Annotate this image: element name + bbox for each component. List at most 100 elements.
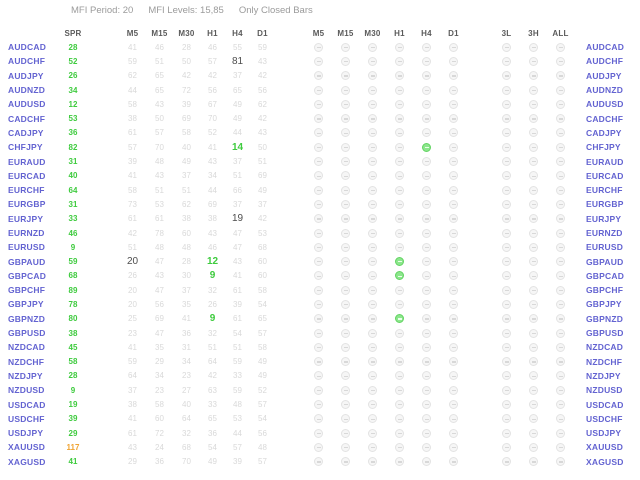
mfi-value: 61 [155, 214, 164, 224]
mfi-value: 44 [233, 428, 242, 438]
pair-label-left[interactable]: USDCAD [8, 399, 46, 410]
pair-label-right[interactable]: CADCHF [586, 113, 624, 124]
signal-circle-icon [556, 85, 565, 95]
pair-label-left[interactable]: NZDJPY [8, 370, 43, 381]
pair-label-left[interactable]: AUDCAD [8, 42, 47, 53]
pair-label-right[interactable]: NZDJPY [586, 370, 621, 381]
pair-label-right[interactable]: XAUUSD [586, 442, 624, 453]
pair-label-left[interactable]: EURUSD [8, 242, 46, 253]
pair-label-right[interactable]: EURCAD [586, 170, 624, 181]
pair-label-right[interactable]: USDCAD [586, 399, 624, 410]
spr-value: 40 [68, 171, 78, 181]
signal-circle-icon [556, 371, 565, 381]
pair-label-left[interactable]: NZDUSD [8, 385, 45, 396]
signal-cell [332, 299, 359, 309]
mfi-value: 59 [258, 42, 267, 52]
signal-circle-icon [395, 299, 404, 309]
pair-label-right[interactable]: AUDNZD [586, 85, 624, 96]
pair-label-left[interactable]: AUDJPY [8, 70, 44, 81]
pair-label-left[interactable]: CHFJPY [8, 142, 43, 153]
signal-circle-icon [368, 242, 377, 252]
pair-label-right[interactable]: USDJPY [586, 428, 622, 439]
pair-label-left[interactable]: AUDCHF [8, 56, 46, 67]
pair-label-right[interactable]: EURJPY [586, 213, 622, 224]
mfi-value: 41 [128, 342, 137, 352]
signal-circle-icon [502, 257, 511, 267]
mfi-value: 57 [208, 56, 217, 66]
signal-circle-icon [502, 400, 511, 410]
pair-label-left[interactable]: XAGUSD [8, 456, 46, 467]
pair-label-left[interactable]: NZDCHF [8, 356, 45, 367]
pair-label-left[interactable]: GBPNZD [8, 313, 46, 324]
signal-circle-icon [341, 414, 350, 424]
pair-label-left[interactable]: EURAUD [8, 156, 46, 167]
signal-cell [520, 199, 547, 209]
pair-label-left[interactable]: GBPAUD [8, 256, 46, 267]
pair-label-right[interactable]: GBPAUD [586, 256, 624, 267]
signal-cell [386, 71, 413, 81]
signal-circle-icon [368, 85, 377, 95]
signal-circle-icon [449, 228, 458, 238]
pair-label-right[interactable]: XAGUSD [586, 456, 624, 467]
pair-label-left[interactable]: CADCHF [8, 113, 46, 124]
signal-circle-icon [395, 428, 404, 438]
mfi-value: 52 [208, 128, 217, 138]
table-row: XAUUSD 117 43 24 68 54 57 48 XAUUSD [0, 440, 640, 454]
pair-label-left[interactable]: NZDCAD [8, 342, 46, 353]
pair-label-left[interactable]: EURCHF [8, 185, 45, 196]
pair-label-left[interactable]: EURJPY [8, 213, 44, 224]
pair-label-left[interactable]: XAUUSD [8, 442, 46, 453]
pair-label-left[interactable]: AUDNZD [8, 85, 46, 96]
mfi-value: 42 [258, 114, 267, 124]
signal-circle-icon [529, 185, 538, 195]
pair-label-left[interactable]: GBPUSD [8, 328, 46, 339]
signal-cell [520, 128, 547, 138]
mfi-value: 49 [233, 99, 242, 109]
signal-circle-icon [395, 228, 404, 238]
pair-label-right[interactable]: GBPNZD [586, 313, 624, 324]
pair-label-left[interactable]: GBPJPY [8, 299, 44, 310]
pair-label-left[interactable]: EURGBP [8, 199, 46, 210]
pair-label-right[interactable]: GBPCAD [586, 270, 625, 281]
pair-label-left[interactable]: EURNZD [8, 228, 45, 238]
pair-label-left[interactable]: GBPCAD [8, 270, 47, 281]
mfi-value: 49 [233, 114, 242, 124]
mfi-value: 61 [128, 428, 137, 438]
signal-cell [413, 400, 440, 410]
pair-label-right[interactable]: NZDCAD [586, 342, 624, 353]
pair-label-left[interactable]: AUDUSD [8, 99, 46, 110]
pair-label-right[interactable]: EURGBP [586, 199, 624, 210]
pair-label-right[interactable]: AUDJPY [586, 70, 622, 81]
pair-label-right[interactable]: EURAUD [586, 156, 624, 167]
mfi-value: 19 [231, 213, 244, 225]
pair-label-left[interactable]: USDJPY [8, 428, 44, 439]
pair-label-right[interactable]: CADJPY [586, 127, 622, 138]
pair-label-left[interactable]: CADJPY [8, 127, 44, 138]
pair-label-right[interactable]: AUDUSD [586, 99, 624, 110]
pair-label-right[interactable]: GBPUSD [586, 328, 624, 339]
signal-circle-icon [422, 157, 431, 167]
signal-circle-icon [502, 357, 511, 367]
pair-label-left[interactable]: USDCHF [8, 413, 45, 424]
signal-cell [332, 214, 359, 224]
pair-label-right[interactable]: EURCHF [586, 185, 623, 196]
pair-label-right[interactable]: GBPCHF [586, 285, 624, 296]
pair-label-left[interactable]: GBPCHF [8, 285, 46, 296]
signal-circle-icon [556, 114, 565, 124]
pair-label-right[interactable]: AUDCHF [586, 56, 624, 67]
signal-cell [332, 114, 359, 124]
signal-cell [305, 442, 332, 452]
pair-label-left[interactable]: EURCAD [8, 170, 46, 181]
pair-label-right[interactable]: GBPJPY [586, 299, 622, 310]
pair-label-right[interactable]: EURUSD [586, 242, 624, 253]
pair-label-right[interactable]: AUDCAD [586, 42, 625, 53]
pair-label-right[interactable]: EURNZD [586, 228, 623, 238]
pair-label-right[interactable]: NZDCHF [586, 356, 623, 367]
signal-cell [440, 442, 467, 452]
mfi-value: 51 [155, 185, 164, 195]
pair-label-right[interactable]: NZDUSD [586, 385, 623, 396]
pair-label-right[interactable]: USDCHF [586, 413, 623, 424]
signal-cell [386, 128, 413, 138]
signal-circle-icon [341, 257, 350, 267]
pair-label-right[interactable]: CHFJPY [586, 142, 621, 153]
